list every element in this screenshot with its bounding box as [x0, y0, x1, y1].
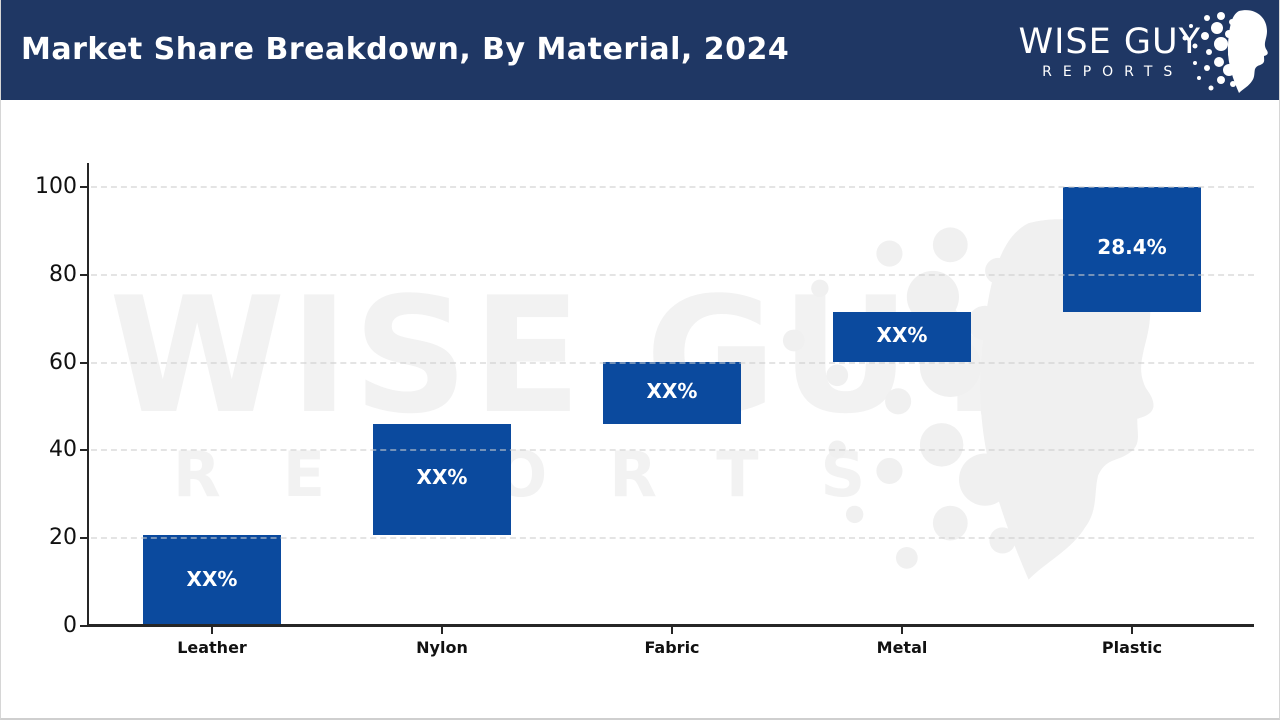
y-tick-label-0: 0 — [63, 613, 77, 638]
y-tick-80 — [80, 273, 88, 276]
bar-leather — [143, 535, 281, 626]
logo-wordmark: WISE GUY — [1018, 22, 1201, 62]
y-tick-20 — [80, 537, 88, 540]
wiseguy-head-icon — [1182, 10, 1268, 93]
bar-value-label-fabric: XX% — [646, 378, 698, 403]
wiseguy-logo: WISE GUY REPORTS — [979, 0, 1269, 100]
y-tick-label-40: 40 — [49, 437, 77, 463]
x-tick-leather — [211, 627, 213, 634]
x-tick-label-nylon: Nylon — [416, 638, 468, 657]
x-axis-line — [87, 624, 1254, 627]
y-tick-0 — [80, 625, 88, 627]
y-tick-60 — [80, 361, 88, 364]
logo-subtitle: REPORTS — [1042, 64, 1184, 80]
bar-value-label-plastic: 28.4% — [1097, 235, 1167, 260]
gridline-60 — [91, 361, 1254, 364]
x-tick-label-leather: Leather — [177, 638, 247, 657]
gridline-20 — [91, 537, 1254, 540]
bar-fabric — [603, 361, 741, 424]
x-tick-plastic — [1131, 627, 1133, 634]
y-tick-label-20: 20 — [49, 525, 77, 551]
x-tick-nylon — [441, 627, 443, 634]
x-tick-label-metal: Metal — [876, 638, 928, 657]
x-tick-metal — [901, 627, 903, 634]
y-tick-label-100: 100 — [35, 174, 77, 199]
bar-nylon — [373, 423, 511, 536]
gridline-40 — [91, 449, 1254, 452]
x-tick-fabric — [671, 627, 673, 634]
y-tick-40 — [80, 449, 88, 452]
x-tick-label-fabric: Fabric — [644, 638, 700, 657]
bar-value-label-metal: XX% — [876, 322, 928, 347]
x-tick-label-plastic: Plastic — [1101, 638, 1163, 657]
bar-value-label-nylon: XX% — [416, 465, 468, 490]
gridline-100 — [91, 186, 1254, 188]
chart-title: Market Share Breakdown, By Material, 202… — [21, 32, 790, 67]
bar-value-label-leather: XX% — [186, 566, 238, 591]
y-tick-label-60: 60 — [49, 349, 77, 375]
gridline-80 — [91, 273, 1254, 276]
header-bar: Market Share Breakdown, By Material, 202… — [1, 0, 1279, 100]
y-tick-100 — [80, 186, 88, 188]
y-axis-line — [87, 163, 89, 627]
wiseguy-logo-text: WISE GUY REPORTS — [1018, 22, 1201, 80]
y-tick-label-80: 80 — [49, 261, 77, 287]
